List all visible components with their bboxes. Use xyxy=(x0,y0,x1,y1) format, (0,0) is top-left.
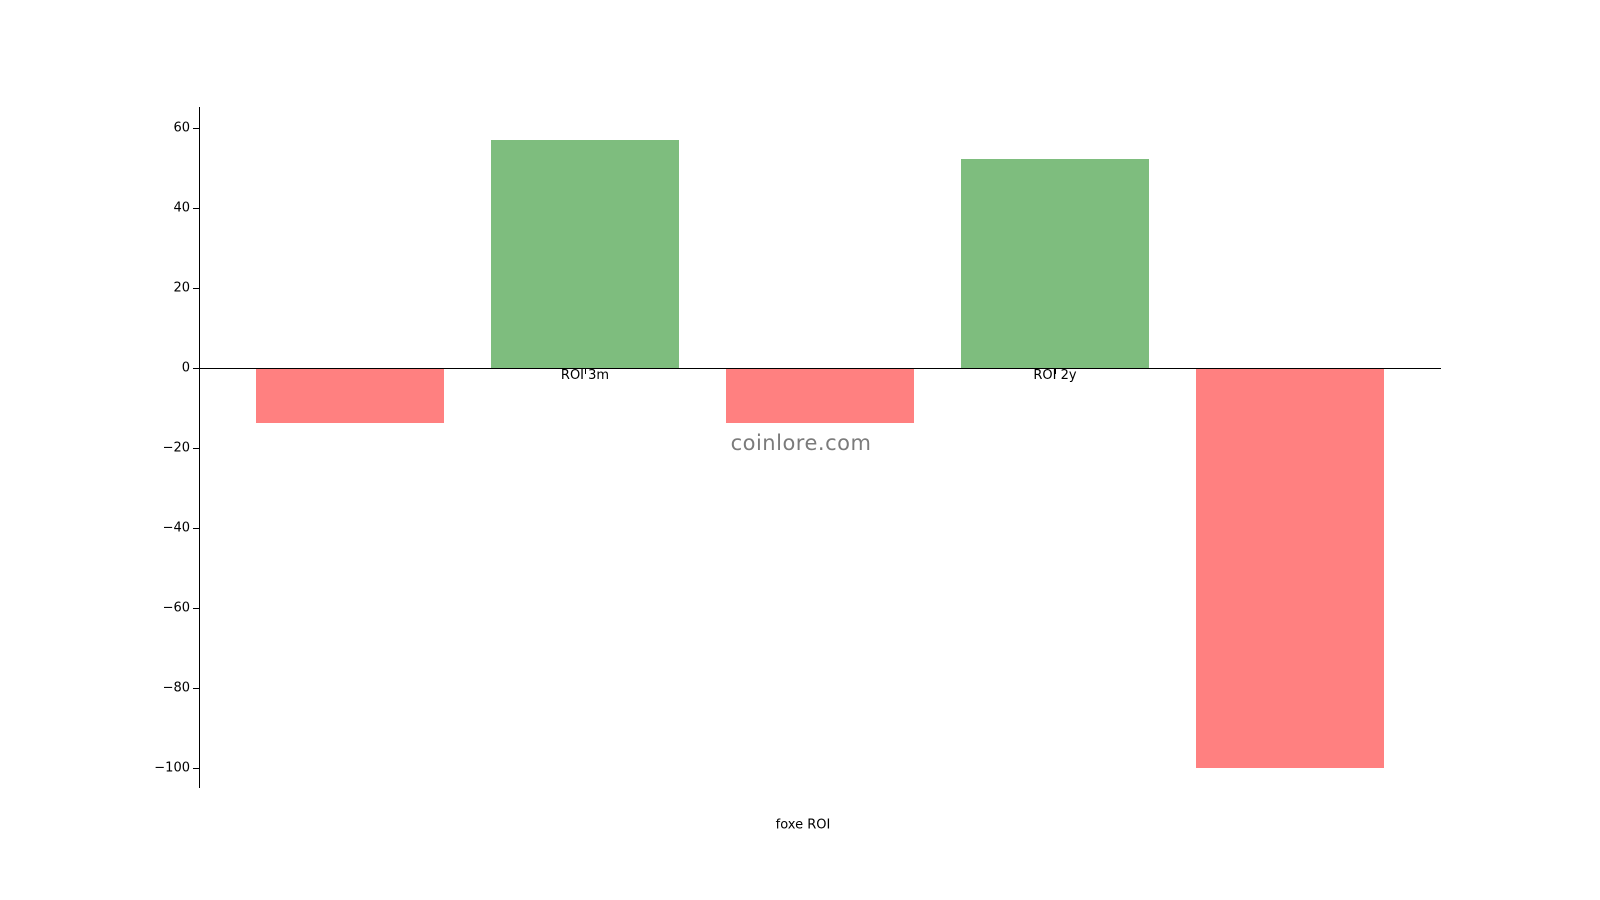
y-tick-mark xyxy=(193,287,199,289)
x-tick-label-roi-3m: ROI 3m xyxy=(560,368,610,383)
x-tick-label-roi-2y: ROI 2y xyxy=(1033,368,1077,383)
y-tick-label: 20 xyxy=(173,280,190,296)
x-tick-mark xyxy=(1055,368,1056,374)
y-tick-label: −20 xyxy=(162,440,190,456)
y-tick-mark xyxy=(193,768,199,770)
y-tick-mark xyxy=(193,688,199,690)
y-tick-mark xyxy=(193,528,199,530)
y-tick-label: −40 xyxy=(162,520,190,536)
bar-unlabeled-0 xyxy=(256,368,444,424)
bar-roi-3m xyxy=(491,139,679,368)
y-axis-line xyxy=(199,107,200,788)
y-tick-label: 0 xyxy=(181,360,190,376)
x-axis-zero-line xyxy=(199,368,1441,369)
y-tick-mark xyxy=(193,127,199,129)
y-tick-label: 40 xyxy=(173,200,190,216)
x-axis-title: foxe ROI xyxy=(775,817,831,833)
y-tick-mark xyxy=(193,368,199,369)
y-tick-label: −80 xyxy=(162,680,190,696)
watermark-text: coinlore.com xyxy=(730,431,872,455)
y-tick-mark xyxy=(193,207,199,209)
bar-roi-2y xyxy=(961,159,1149,368)
bar-unlabeled-4 xyxy=(1196,368,1384,769)
y-tick-mark xyxy=(193,448,199,450)
y-tick-label: −100 xyxy=(154,760,190,776)
y-tick-label: −60 xyxy=(162,600,190,616)
bar-unlabeled-2 xyxy=(726,368,914,424)
x-tick-mark xyxy=(585,368,586,374)
y-tick-mark xyxy=(193,608,199,610)
y-tick-label: 60 xyxy=(173,120,190,136)
